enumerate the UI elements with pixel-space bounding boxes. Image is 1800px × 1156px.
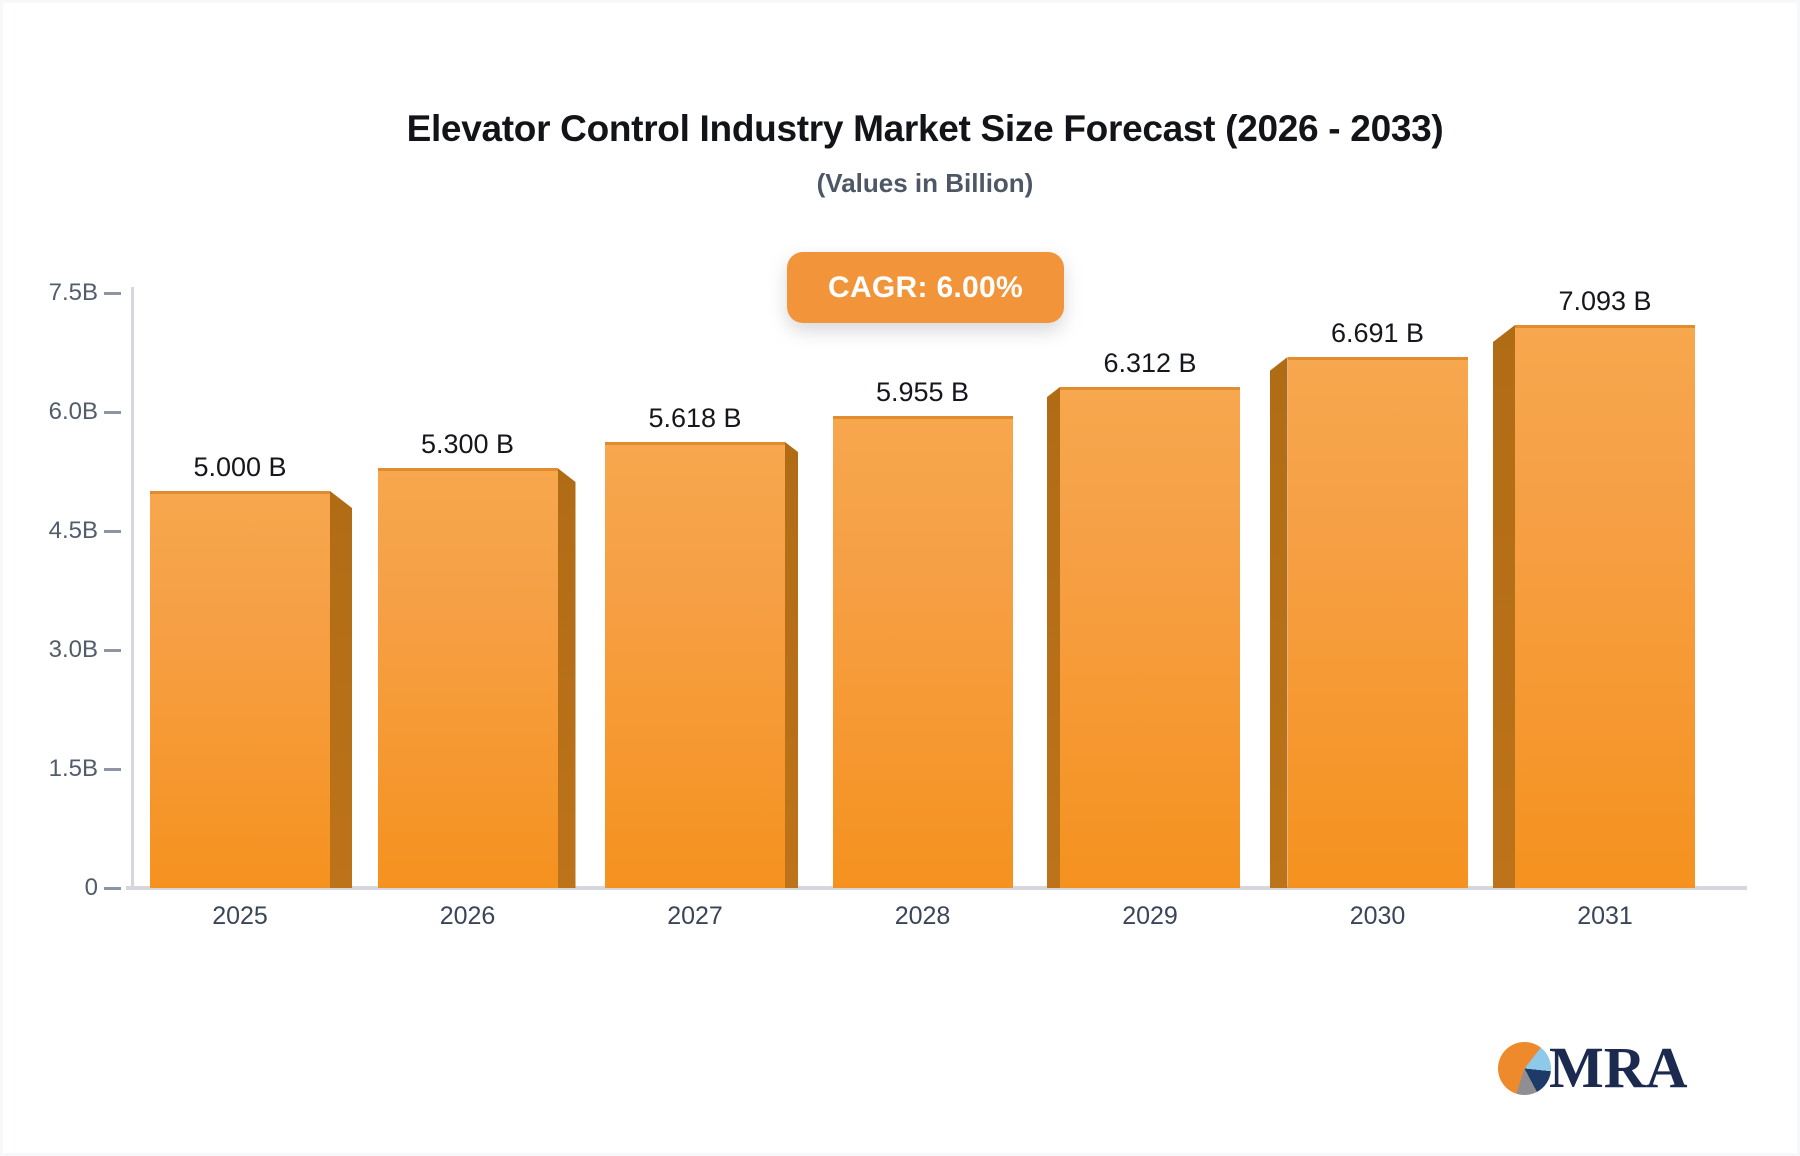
y-axis-line <box>131 287 134 888</box>
bar-side <box>557 468 576 888</box>
y-tick-label: 0 <box>84 874 98 901</box>
chart-title: Elevator Control Industry Market Size Fo… <box>406 108 1444 149</box>
bar-side <box>1493 325 1515 888</box>
bar <box>1515 325 1695 888</box>
bar <box>832 416 1013 888</box>
bar-side <box>785 442 798 888</box>
chart-subtitle: (Values in Billion) <box>816 168 1034 198</box>
bar-value-label: 5.618 B <box>648 403 742 433</box>
bar-side <box>330 491 352 888</box>
cagr-badge: CAGR: 6.00% <box>787 252 1064 323</box>
x-tick-label: 2029 <box>1122 902 1178 930</box>
bar-value-label: 5.300 B <box>420 429 515 459</box>
y-tick-dash <box>104 649 121 652</box>
mra-logo-text: MRA <box>1549 1035 1688 1100</box>
bar-value-label: 7.093 B <box>1558 286 1652 316</box>
bar <box>1287 357 1468 888</box>
bar-side <box>1269 357 1288 888</box>
bar-side <box>1047 387 1060 888</box>
bar-value-label: 5.000 B <box>193 452 287 482</box>
bar-value-label: 5.955 B <box>875 377 970 407</box>
x-tick-label: 2028 <box>894 902 951 930</box>
y-tick-label: 3.0B <box>48 636 98 663</box>
x-tick-label: 2027 <box>667 902 723 930</box>
bar <box>1060 387 1240 888</box>
y-tick-label: 4.5B <box>48 517 98 544</box>
y-tick-dash <box>104 411 121 414</box>
y-tick-dash <box>104 768 121 771</box>
x-axis-baseline <box>126 886 1747 890</box>
y-tick-label: 7.5B <box>48 279 98 306</box>
x-tick-label: 2031 <box>1577 902 1633 930</box>
x-tick-label: 2026 <box>439 902 496 930</box>
y-tick-label: 6.0B <box>48 398 98 425</box>
y-tick-dash <box>104 292 121 295</box>
x-tick-label: 2025 <box>212 902 268 930</box>
mra-logo: MRA <box>1498 1033 1738 1103</box>
bar <box>605 442 785 888</box>
y-tick-dash <box>104 530 121 533</box>
bar-value-label: 6.691 B <box>1330 318 1425 348</box>
bar <box>150 491 330 888</box>
bar-value-label: 6.312 B <box>1103 348 1197 378</box>
y-tick-dash <box>104 887 121 890</box>
x-tick-label: 2030 <box>1349 902 1406 930</box>
y-tick-label: 1.5B <box>48 755 98 782</box>
mra-logo-pie-icon <box>1498 1041 1551 1095</box>
bar <box>377 468 558 888</box>
